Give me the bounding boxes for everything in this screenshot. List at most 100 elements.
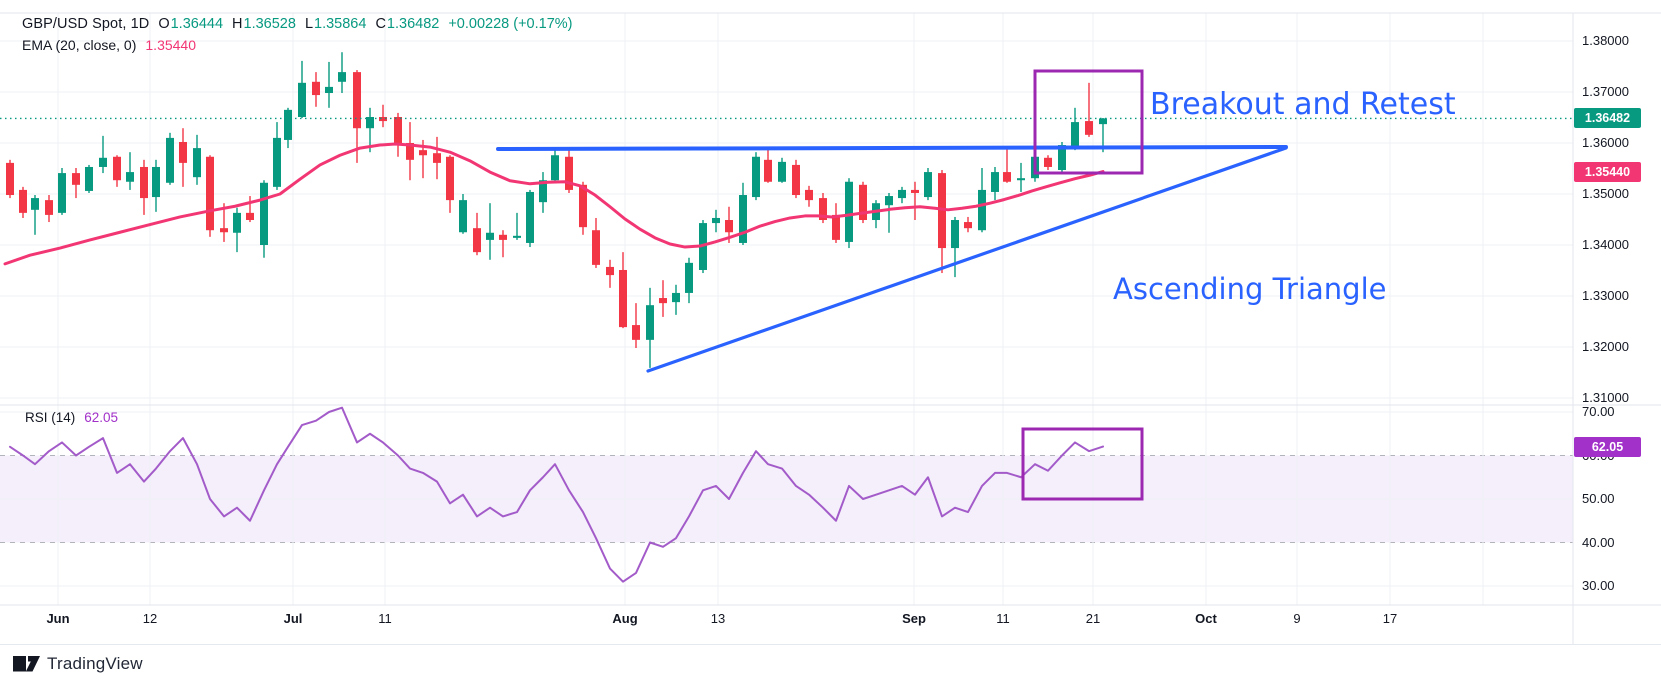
candle-body xyxy=(1085,121,1093,135)
candle-body xyxy=(592,230,600,265)
annotation-ascending-triangle[interactable]: Ascending Triangle xyxy=(1113,272,1387,306)
rsi-highlight-box[interactable] xyxy=(1021,427,1144,501)
candle-body xyxy=(19,189,27,213)
candle-body xyxy=(579,184,587,228)
ema-indicator-value: 1.35440 xyxy=(145,37,196,53)
rsi-label-text: RSI (14) xyxy=(25,410,76,425)
candle-body xyxy=(31,198,39,210)
symbol-title[interactable]: GBP/USD Spot, 1D xyxy=(22,16,150,32)
candle-body xyxy=(565,156,573,190)
ema-value-badge: 1.35440 xyxy=(1574,161,1641,182)
candle-body xyxy=(805,189,813,201)
candle-body xyxy=(113,156,121,181)
candle-body xyxy=(712,217,720,224)
candle-body xyxy=(6,162,14,196)
candle-body xyxy=(273,137,281,187)
candle-body xyxy=(606,266,614,276)
candle-body xyxy=(58,173,66,213)
candle-body xyxy=(206,156,214,231)
candle-body xyxy=(619,269,627,328)
tradingview-logo-icon xyxy=(13,655,40,671)
rsi-line xyxy=(9,406,1104,583)
resistance-trendline[interactable] xyxy=(496,145,1288,151)
candle-body xyxy=(659,298,667,304)
candle-body xyxy=(1071,122,1079,148)
candle-body xyxy=(739,195,747,243)
candle-body xyxy=(419,150,427,156)
candle-body xyxy=(924,172,932,198)
candle-body xyxy=(991,172,999,192)
candle-body xyxy=(539,180,547,203)
candle-body xyxy=(725,220,733,233)
candle-body xyxy=(551,155,559,181)
candle-body xyxy=(819,198,827,221)
candle-body xyxy=(379,116,387,122)
candle-body xyxy=(233,212,241,233)
candle-body xyxy=(284,109,292,140)
candle-body xyxy=(298,82,306,117)
candle-body xyxy=(446,156,454,201)
candle-body xyxy=(72,173,80,185)
tradingview-attribution[interactable]: TradingView xyxy=(0,644,1661,681)
symbol-header: GBP/USD Spot, 1D O 1.36444 H 1.36528 L 1.35… xyxy=(22,16,573,57)
candle-body xyxy=(220,228,228,233)
candle-body xyxy=(978,189,986,231)
candle-body xyxy=(166,137,174,183)
candle-body xyxy=(179,141,187,163)
candle-body xyxy=(486,232,494,240)
candle-body xyxy=(1058,145,1066,171)
candle-body xyxy=(778,161,786,182)
candle-body xyxy=(366,116,374,129)
candle-body xyxy=(406,143,414,160)
candle-body xyxy=(764,159,772,182)
candle-body xyxy=(646,305,654,340)
breakout-highlight-box[interactable] xyxy=(1033,69,1144,175)
candle-body xyxy=(99,157,107,167)
candle-body xyxy=(1003,172,1011,182)
candle-body xyxy=(152,166,160,198)
ascending-support-trendline[interactable] xyxy=(646,146,1288,373)
rsi-indicator-label[interactable]: RSI (14) 62.05 xyxy=(25,410,118,425)
candle-body xyxy=(632,325,640,340)
last-price-badge: 1.36482 xyxy=(1574,108,1641,129)
candle-body xyxy=(845,181,853,242)
candle-body xyxy=(85,166,93,191)
candle-body xyxy=(325,86,333,94)
candle-body xyxy=(353,72,361,129)
candle-body xyxy=(951,220,959,249)
candle-body xyxy=(672,292,680,303)
ohlc-close: C 1.36482 xyxy=(375,16,440,32)
candle-body xyxy=(312,81,320,96)
candle-body xyxy=(394,116,402,143)
ema-indicator-label[interactable]: EMA (20, close, 0) xyxy=(22,37,137,53)
candle-body xyxy=(126,172,134,182)
candle-body xyxy=(499,234,507,240)
candle-body xyxy=(459,200,467,233)
candle-body xyxy=(685,262,693,293)
ohlc-open: O 1.36444 xyxy=(158,16,224,32)
tradingview-logo-text: TradingView xyxy=(47,653,143,673)
candle-body xyxy=(885,196,893,206)
candle-body xyxy=(246,212,254,221)
ohlc-high: H 1.36528 xyxy=(232,16,296,32)
ema-line xyxy=(3,142,1105,266)
annotation-breakout-retest[interactable]: Breakout and Retest xyxy=(1150,87,1456,122)
ohlc-low: L 1.35864 xyxy=(304,16,367,32)
candle-body xyxy=(45,200,53,215)
rsi-value-badge: 62.05 xyxy=(1574,436,1641,457)
candle-body xyxy=(859,184,867,221)
candle-body xyxy=(752,156,760,198)
candle-body xyxy=(140,166,148,199)
candle-body xyxy=(1017,178,1025,181)
candle-body xyxy=(513,235,521,238)
candle-body xyxy=(792,164,800,196)
candle-body xyxy=(526,191,534,243)
candle-body xyxy=(911,189,919,193)
candle-body xyxy=(193,148,201,178)
change-value: +0.00228 (+0.17%) xyxy=(448,16,573,32)
candle-body xyxy=(433,153,441,163)
candle-body xyxy=(338,72,346,82)
candle-body xyxy=(1044,157,1052,167)
